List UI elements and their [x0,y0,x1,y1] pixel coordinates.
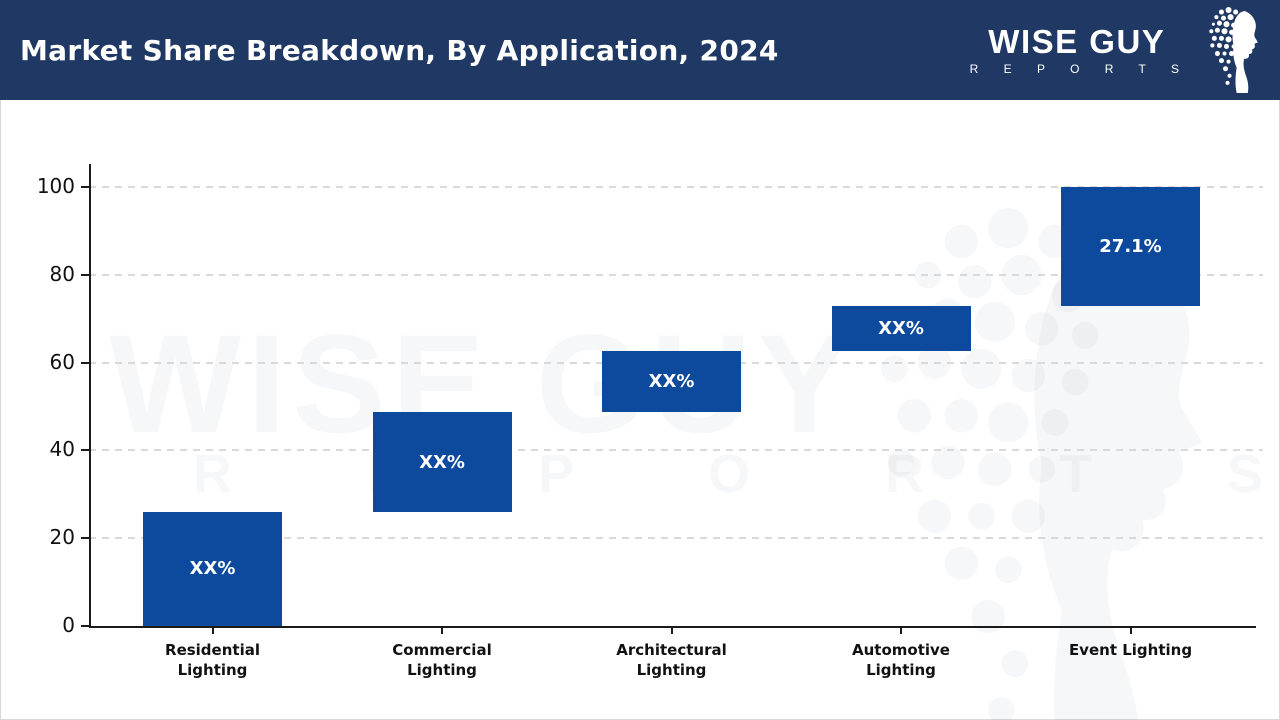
face-dot [1218,9,1224,15]
face-dot [1229,51,1235,57]
face-dot [1214,51,1220,57]
face-dot [961,348,1002,389]
y-tick-label: 0 [62,613,75,637]
face-dot [1233,9,1239,15]
logo-wordmark: WISE GUY [988,23,1166,60]
bar: 27.1% [1061,187,1200,306]
x-tick-label: Automotive Lighting [852,641,950,680]
face-dot [944,398,979,433]
y-tick-label: 80 [49,261,75,286]
face-dot [1225,7,1232,14]
watermark-subtitle: R E P O R T S [193,444,1280,504]
y-tick [81,186,89,188]
x-axis [89,626,1256,628]
face-dot [1220,15,1227,21]
bar-value-label: XX% [419,451,465,473]
x-tick [211,628,214,634]
page-title: Market Share Breakdown, By Application, … [20,33,779,67]
face-profile [1232,11,1258,93]
face-dot [971,599,1005,634]
face-dot [988,697,1015,720]
face-dot [1222,66,1229,72]
grid-line [89,449,1263,452]
face-dot [1221,28,1228,35]
x-tick-label: Architectural Lighting [616,641,727,680]
face-dot [917,499,952,533]
x-tick [1129,628,1132,634]
face-dot [1214,15,1219,20]
face-dot [1216,42,1222,48]
face-dot [1218,35,1224,41]
bar-value-label: XX% [878,317,924,339]
chart-area: WISE GUY R E P O R T S XX% XX% XX% XX% 27.1%… [0,100,1280,720]
y-axis [89,164,91,628]
face-dot [1227,14,1234,21]
face-dot [957,264,992,299]
header-bar: Market Share Breakdown, By Application, … [0,0,1280,100]
face-dot [944,546,979,580]
bar: XX% [831,305,971,351]
face-dot [968,502,995,530]
face-dot [988,208,1029,249]
y-tick [81,537,89,540]
face-dot [1223,43,1230,49]
y-tick-label: 40 [49,437,75,462]
face-dot [1222,51,1227,56]
face-dot [978,452,1012,487]
face-dot [944,224,979,259]
y-tick [81,273,89,276]
face-dot [994,556,1022,584]
face-dot [1223,21,1230,28]
grid-line [89,537,1263,540]
face-dot [880,355,908,383]
face-dot [887,449,915,476]
bar-value-label: 27.1% [1099,235,1162,257]
face-dot [1225,36,1232,43]
face-dot [1071,321,1099,349]
x-tick-label: Event Lighting [1068,641,1193,659]
bar: XX% [372,412,512,512]
face-dot [974,301,1015,342]
face-dot [1216,20,1222,26]
grid-line [89,273,1263,276]
face-dot [1211,22,1215,26]
face-dot [1210,43,1215,48]
face-dot [1214,27,1220,33]
face-dot [1227,73,1232,78]
face-dot [1218,58,1224,64]
face-dot [1211,35,1217,41]
y-tick-label: 60 [49,349,75,374]
y-tick [81,625,89,627]
y-tick [81,361,89,364]
face-dot [1011,358,1046,393]
x-tick [441,628,443,634]
bar: XX% [143,511,282,626]
grid-line [89,186,1263,188]
face-dot [1209,29,1214,34]
x-tick [900,628,902,634]
y-tick-label: 20 [49,525,75,550]
face-dot [1061,368,1089,396]
logo-text: WISE GUY R E P O R T S [964,25,1190,75]
face-dot [1024,311,1059,346]
logo-subtitle: R E P O R T S [969,62,1190,76]
face-dot [1225,80,1230,85]
y-tick-label: 100 [36,174,75,198]
face-dot [897,398,932,433]
face-dot [1041,409,1069,436]
face-dot [988,402,1029,443]
dotted-face-icon [1209,7,1258,93]
face-dot [1226,59,1231,64]
bar-value-label: XX% [648,370,695,392]
bar: XX% [602,351,741,412]
x-tick-label: Residential Lighting [165,641,260,680]
y-tick [81,449,89,452]
x-tick-label: Commercial Lighting [392,641,492,680]
wise-guy-reports-logo: WISE GUY R E P O R T S [964,7,1258,93]
face-dot [1028,455,1056,483]
face-dot [1011,499,1046,533]
bar-value-label: XX% [189,558,236,580]
x-tick [670,628,673,634]
